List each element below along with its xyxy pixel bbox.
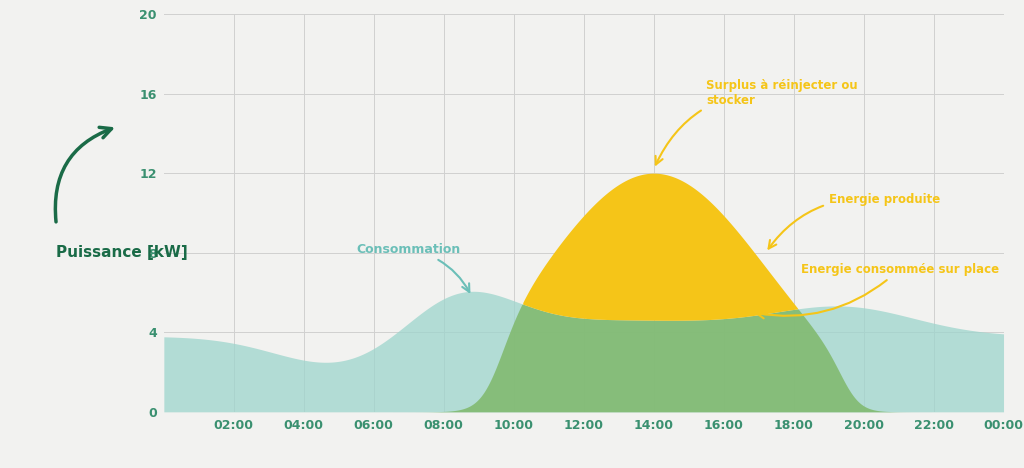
Text: Consommation: Consommation (356, 243, 469, 292)
Text: Energie consommée sur place: Energie consommée sur place (757, 263, 998, 318)
Text: Puissance [kW]: Puissance [kW] (56, 245, 188, 260)
Text: Energie produite: Energie produite (769, 193, 940, 249)
Text: Surplus à réinjecter ou
stocker: Surplus à réinjecter ou stocker (655, 79, 858, 165)
